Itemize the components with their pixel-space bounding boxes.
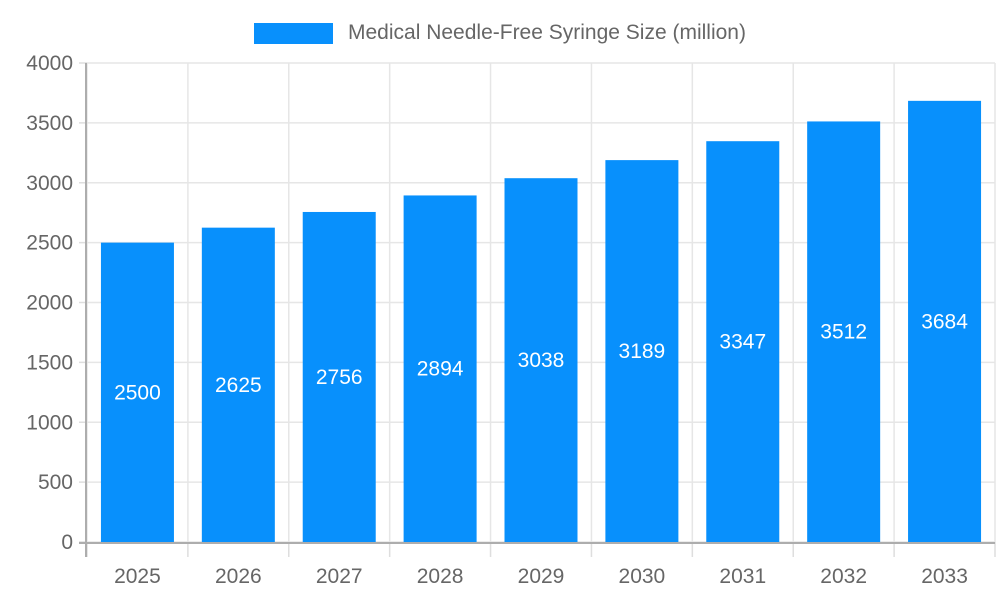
legend-item[interactable]: Medical Needle-Free Syringe Size (millio… (0, 18, 1000, 48)
x-axis-tick-label: 2029 (518, 565, 565, 588)
legend-swatch-icon (254, 22, 333, 44)
y-axis-tick-label: 1000 (26, 411, 73, 434)
bar-2026[interactable] (201, 227, 275, 542)
y-axis-tick-label: 1500 (26, 351, 73, 374)
x-axis-tick-label: 2027 (316, 565, 363, 588)
bar-2025[interactable] (100, 242, 174, 542)
bar-2028[interactable] (403, 195, 477, 543)
bar-value-label: 3512 (820, 321, 867, 344)
x-axis-tick-label: 2032 (820, 565, 867, 588)
x-axis-tick-label: 2033 (921, 565, 968, 588)
x-axis-tick-label: 2025 (114, 565, 161, 588)
bar-value-label: 3038 (518, 349, 565, 372)
bar-value-label: 2894 (417, 358, 464, 381)
bar-2031[interactable] (706, 141, 780, 542)
x-axis-tick-label: 2026 (215, 565, 262, 588)
bar-value-label: 2756 (316, 366, 363, 389)
bar-2032[interactable] (807, 121, 881, 543)
y-axis-tick-label: 3500 (26, 112, 73, 135)
y-axis-tick-label: 2500 (26, 232, 73, 255)
bar-value-label: 3684 (921, 310, 968, 333)
y-axis-tick-label: 3000 (26, 172, 73, 195)
bar-value-label: 2625 (215, 374, 262, 397)
bar-2029[interactable] (504, 178, 578, 542)
y-axis-tick-label: 500 (38, 471, 73, 494)
y-axis-tick-label: 4000 (26, 52, 73, 75)
x-axis-tick-label: 2031 (719, 565, 766, 588)
legend-label: Medical Needle-Free Syringe Size (millio… (348, 21, 746, 44)
bar-value-label: 2500 (114, 381, 161, 404)
bar-value-label: 3347 (719, 331, 766, 354)
y-axis-tick-label: 2000 (26, 292, 73, 315)
bar-2030[interactable] (605, 160, 679, 542)
x-axis-tick-label: 2028 (417, 565, 464, 588)
bar-value-label: 3189 (619, 340, 666, 363)
x-axis-tick-label: 2030 (619, 565, 666, 588)
bar-2033[interactable] (908, 100, 982, 542)
y-axis-tick-label: 0 (61, 531, 73, 554)
bar-2027[interactable] (302, 211, 376, 542)
